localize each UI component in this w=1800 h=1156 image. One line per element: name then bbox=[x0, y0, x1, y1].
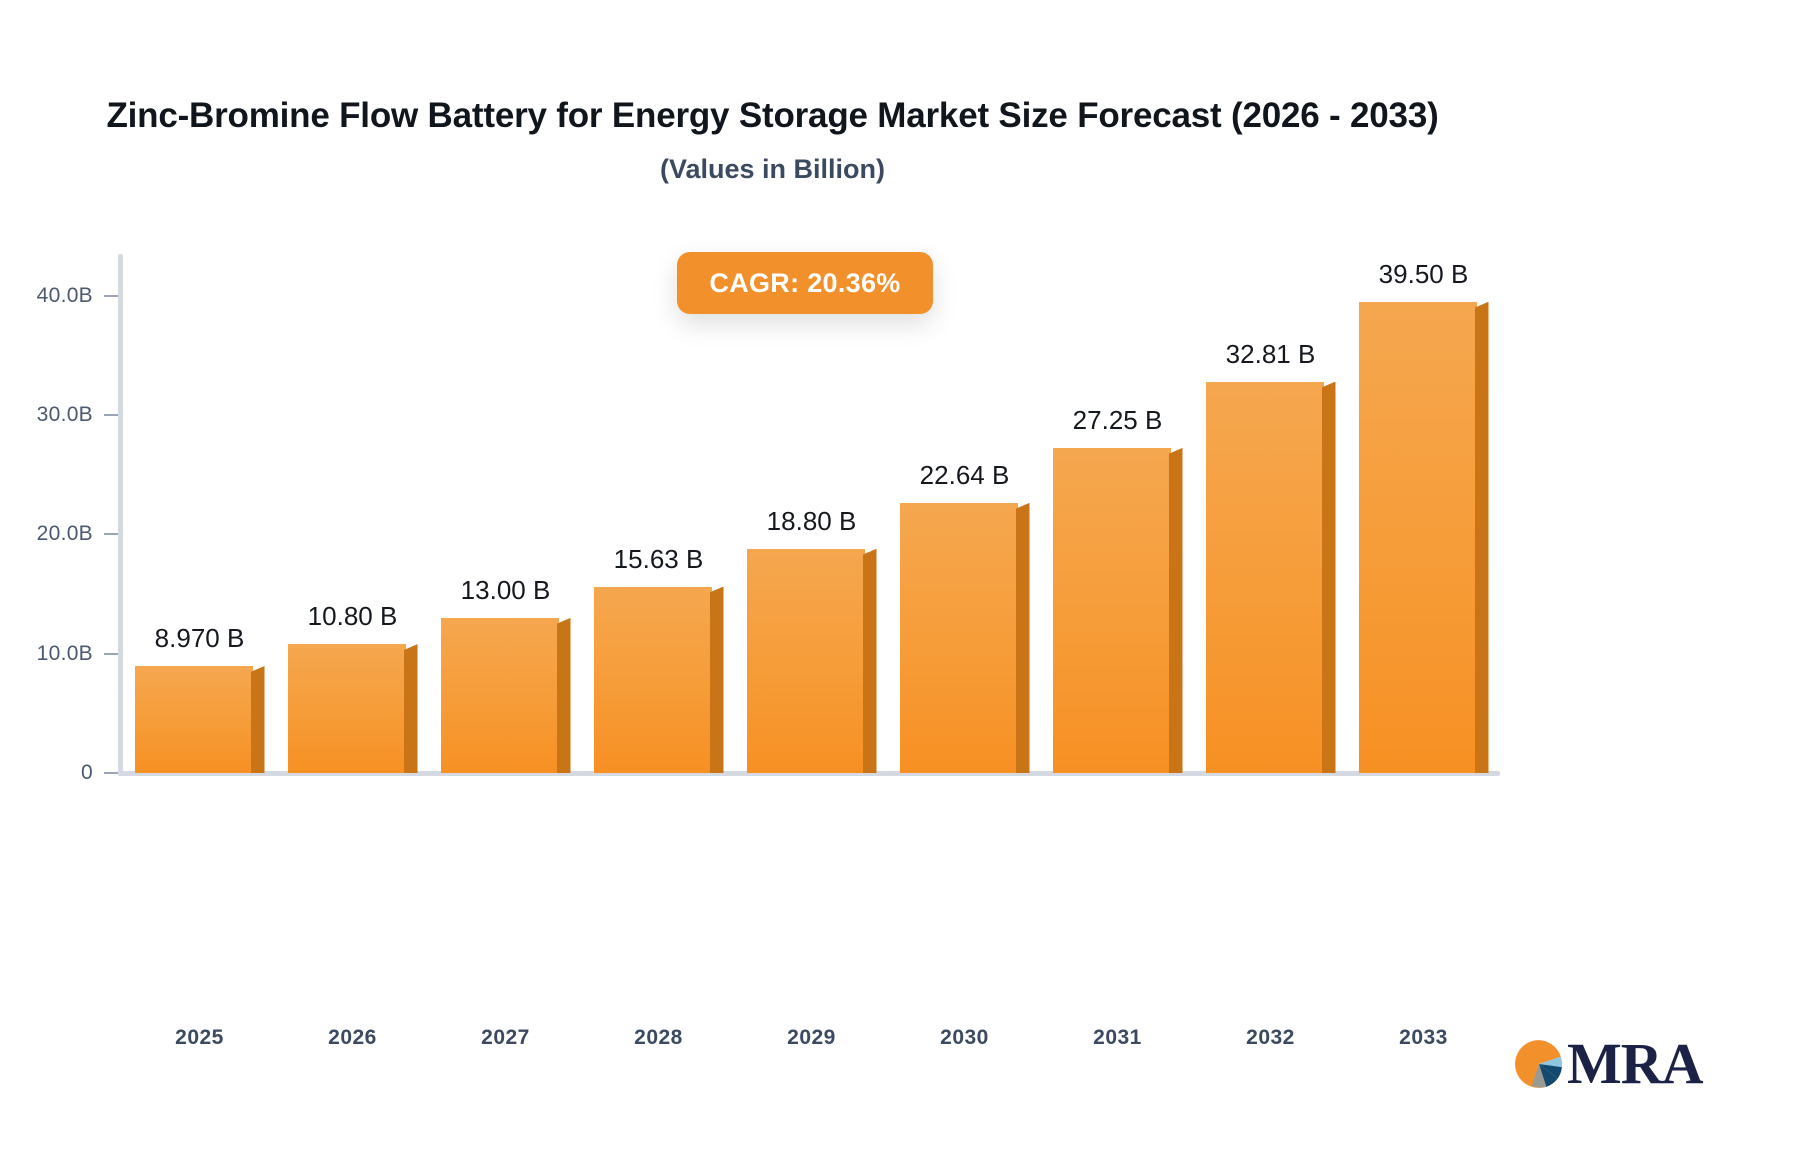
bar-slot: 27.25 B bbox=[1041, 236, 1194, 773]
bar[interactable] bbox=[440, 617, 571, 773]
y-axis: 0 10.0B 20.0B 30.0B 40.0B bbox=[0, 236, 118, 784]
bar-side-face bbox=[1321, 381, 1336, 773]
x-axis-tick-label: 2030 bbox=[940, 1026, 989, 1049]
bar-side-face bbox=[1015, 502, 1030, 773]
bar-front-face bbox=[1358, 301, 1477, 773]
bar[interactable] bbox=[593, 586, 724, 773]
x-axis-tick-label: 2025 bbox=[175, 1026, 224, 1049]
x-axis-tick-label: 2031 bbox=[1093, 1026, 1142, 1049]
bar-slot: 22.64 B bbox=[888, 236, 1041, 773]
bar-slot: 39.50 B bbox=[1347, 236, 1500, 773]
x-axis-tick-label: 2028 bbox=[634, 1026, 683, 1049]
y-axis-tick-label: 20.0B bbox=[36, 522, 93, 546]
brand-logo: MRA bbox=[1513, 1031, 1704, 1096]
bar-series: 8.970 B 10.80 B 13.00 B 15.63 B 18.80 B 22.64… bbox=[123, 236, 1500, 773]
y-axis-tick-mark bbox=[104, 652, 118, 655]
bar-value-label: 10.80 B bbox=[307, 601, 398, 632]
y-axis-tick-label: 40.0B bbox=[36, 283, 93, 307]
logo-text: MRA bbox=[1567, 1031, 1704, 1096]
bar[interactable] bbox=[1052, 447, 1183, 773]
bar-front-face bbox=[1205, 381, 1324, 773]
y-axis-tick-mark bbox=[104, 414, 118, 417]
x-axis: 2025 2026 2027 2028 2029 2030 2031 2032 2033 bbox=[123, 1026, 1500, 1050]
bar-slot: 32.81 B bbox=[1194, 236, 1347, 773]
y-axis-tick-mark bbox=[104, 294, 118, 297]
bar[interactable] bbox=[134, 665, 265, 773]
bar-side-face bbox=[1474, 301, 1489, 773]
bar-front-face bbox=[1052, 447, 1171, 773]
x-axis-tick-label: 2032 bbox=[1246, 1026, 1295, 1049]
bar-value-label: 13.00 B bbox=[460, 574, 551, 605]
bar[interactable] bbox=[1358, 301, 1489, 773]
bar[interactable] bbox=[287, 644, 418, 773]
bar-slot: 10.80 B bbox=[276, 236, 429, 773]
y-axis-tick-mark bbox=[104, 533, 118, 536]
pie-chart-icon bbox=[1515, 1040, 1563, 1088]
bar-value-label: 32.81 B bbox=[1225, 338, 1316, 369]
y-axis-tick-mark bbox=[104, 772, 118, 774]
bar-slot: 8.970 B bbox=[123, 236, 276, 773]
bar-value-label: 39.50 B bbox=[1378, 258, 1469, 289]
y-axis-tick-label: 0 bbox=[81, 761, 93, 784]
y-axis-tick: 40.0B bbox=[37, 284, 118, 308]
bar-slot: 15.63 B bbox=[582, 236, 735, 773]
plot-area: 0 10.0B 20.0B 30.0B 40.0B 8.970 B 10.80 B 13.0… bbox=[0, 236, 1545, 1049]
y-axis-spine bbox=[118, 254, 123, 776]
title-block: Zinc-Bromine Flow Battery for Energy Sto… bbox=[0, 96, 1545, 185]
y-axis-tick-label: 30.0B bbox=[36, 403, 93, 427]
bar-front-face bbox=[134, 665, 253, 773]
x-axis-tick-label: 2029 bbox=[787, 1026, 836, 1049]
page-title: Zinc-Bromine Flow Battery for Energy Sto… bbox=[106, 96, 1439, 135]
y-axis-tick: 30.0B bbox=[37, 403, 118, 427]
y-axis-tick: 0 bbox=[81, 761, 118, 785]
bar-side-face bbox=[556, 617, 571, 773]
bar-slot: 18.80 B bbox=[735, 236, 888, 773]
bar[interactable] bbox=[746, 548, 877, 773]
y-axis-tick: 10.0B bbox=[37, 642, 118, 666]
bar-value-label: 15.63 B bbox=[613, 543, 704, 574]
y-axis-tick: 20.0B bbox=[37, 522, 118, 546]
x-axis-tick-label: 2033 bbox=[1399, 1026, 1448, 1049]
bar-value-label: 18.80 B bbox=[766, 505, 857, 536]
bar[interactable] bbox=[899, 502, 1030, 773]
y-axis-tick-label: 10.0B bbox=[36, 641, 93, 665]
bar-side-face bbox=[250, 665, 265, 773]
x-axis-baseline bbox=[118, 771, 1500, 776]
bar-side-face bbox=[1168, 447, 1183, 773]
bar-front-face bbox=[593, 586, 712, 773]
bar-front-face bbox=[899, 502, 1018, 773]
x-axis-tick-label: 2026 bbox=[328, 1026, 377, 1049]
bar-slot: 13.00 B bbox=[429, 236, 582, 773]
chart-subtitle: (Values in Billion) bbox=[659, 154, 886, 184]
bar[interactable] bbox=[1205, 381, 1336, 773]
bar-value-label: 27.25 B bbox=[1072, 404, 1163, 435]
cagr-badge: CAGR: 20.36% bbox=[677, 252, 933, 314]
bar-front-face bbox=[440, 617, 559, 773]
bar-side-face bbox=[709, 586, 724, 773]
bar-value-label: 22.64 B bbox=[919, 459, 1010, 490]
bar-front-face bbox=[287, 644, 406, 773]
bar-side-face bbox=[862, 548, 877, 773]
x-axis-tick-label: 2027 bbox=[481, 1026, 530, 1049]
bar-side-face bbox=[403, 644, 418, 773]
bar-value-label: 8.970 B bbox=[154, 622, 245, 653]
bar-front-face bbox=[746, 548, 865, 773]
